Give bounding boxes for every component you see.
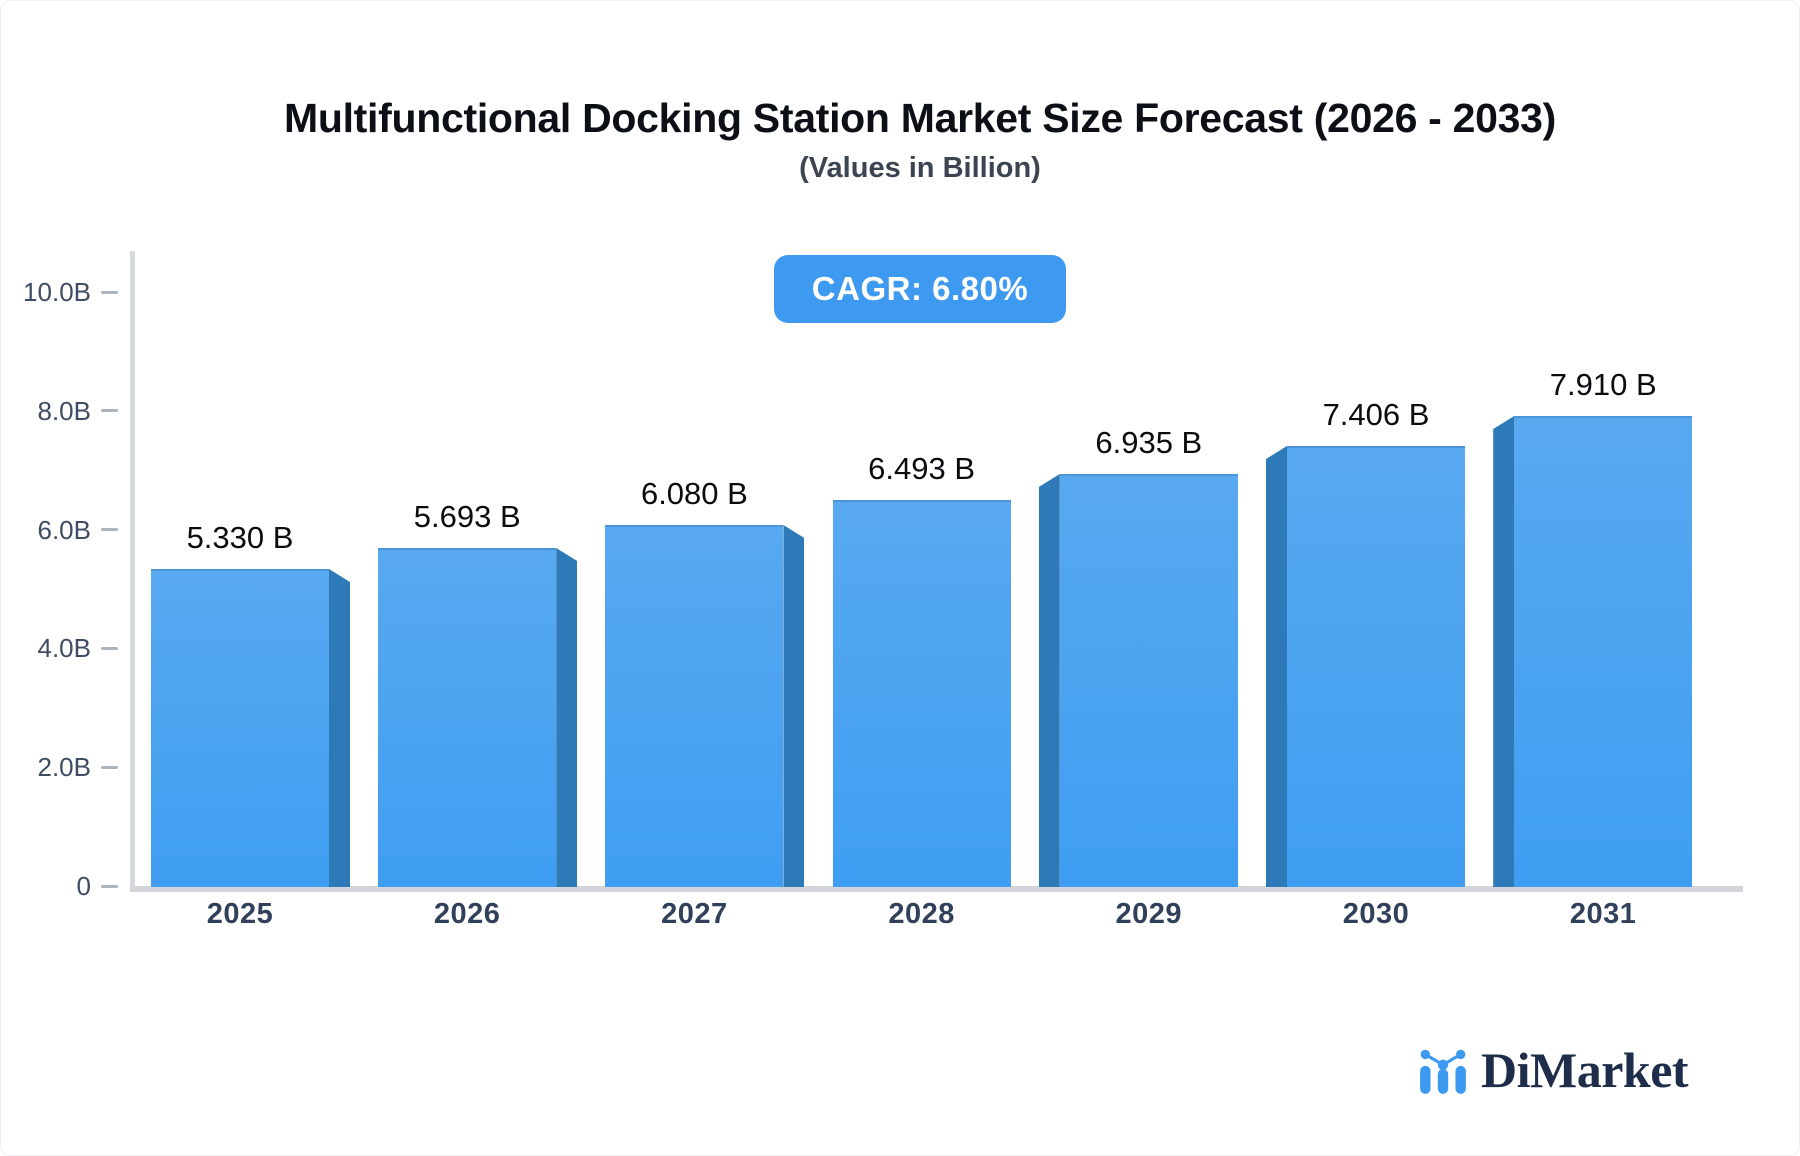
- y-tick-mark: [101, 290, 118, 294]
- bar-2026: [378, 548, 578, 887]
- bar-2027: [605, 525, 805, 887]
- bar-2025: [151, 569, 350, 887]
- y-tick-mark: [101, 409, 118, 413]
- chart-subtitle: (Values in Billion): [799, 151, 1041, 184]
- bar-2029: [1038, 474, 1238, 887]
- bar-value-label: 6.493 B: [868, 451, 976, 486]
- bar-2031: [1493, 416, 1693, 887]
- y-tick-mark: [101, 765, 118, 769]
- y-tick-label: 6.0B: [37, 514, 92, 545]
- bar-side-3d: [783, 525, 805, 887]
- bar-face: [1287, 446, 1465, 887]
- y-tick-mark: [101, 646, 118, 650]
- y-tick-label: 2.0B: [37, 752, 92, 783]
- bar-side-3d: [1038, 474, 1060, 887]
- bar-side-3d: [1493, 416, 1515, 887]
- bar-value-label: 5.330 B: [186, 520, 294, 555]
- y-tick-label: 0: [76, 871, 91, 901]
- x-axis-line: [130, 886, 1743, 892]
- bar-side-3d: [556, 548, 578, 887]
- bar-2030: [1266, 446, 1465, 887]
- bar-face: [832, 500, 1011, 887]
- y-tick-label: 10.0B: [23, 277, 91, 307]
- dimarket-logo-text: DiMarket: [1481, 1042, 1689, 1098]
- dimarket-logo: DiMarket: [1417, 1041, 1689, 1099]
- bar-face: [378, 548, 557, 887]
- bar-face: [1059, 474, 1238, 887]
- x-axis-label: 2027: [661, 898, 728, 930]
- bar-value-label: 7.406 B: [1322, 397, 1430, 432]
- bar-side-3d: [1266, 446, 1287, 887]
- dimarket-logo-icon: [1420, 1049, 1466, 1094]
- y-tick-label: 4.0B: [37, 633, 92, 664]
- bar-face: [605, 525, 784, 887]
- x-axis-label: 2031: [1569, 898, 1637, 930]
- bar-2028: [832, 500, 1011, 887]
- bar-value-label: 5.693 B: [413, 499, 521, 534]
- x-axis-label: 2026: [433, 898, 501, 930]
- y-axis-line: [130, 251, 135, 892]
- cagr-badge: CAGR: 6.80%: [773, 254, 1067, 323]
- x-axis-label: 2029: [1115, 898, 1183, 930]
- bar-value-label: 6.935 B: [1095, 425, 1203, 460]
- bar-value-label: 7.910 B: [1549, 367, 1657, 402]
- x-axis-label: 2025: [206, 898, 274, 930]
- bar-face: [1514, 416, 1693, 887]
- y-tick-mark: [101, 884, 118, 888]
- chart-title: Multifunctional Docking Station Market S…: [283, 95, 1556, 141]
- x-axis-label: 2030: [1342, 898, 1410, 930]
- bar-side-3d: [329, 569, 350, 887]
- y-tick-mark: [101, 528, 118, 532]
- y-tick-label: 8.0B: [37, 395, 92, 426]
- bar-value-label: 6.080 B: [640, 476, 748, 511]
- x-axis-label: 2028: [888, 898, 955, 930]
- chart-header: Multifunctional Docking Station Market S…: [1, 1, 1799, 323]
- bar-face: [151, 569, 329, 887]
